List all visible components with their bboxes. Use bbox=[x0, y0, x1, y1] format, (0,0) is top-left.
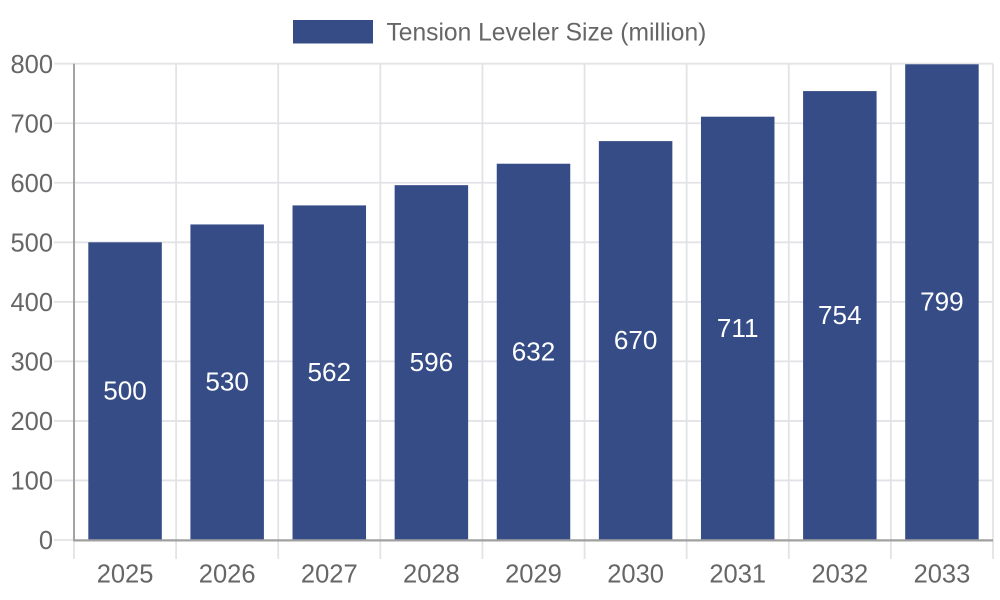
svg-text:799: 799 bbox=[920, 287, 964, 317]
svg-text:2031: 2031 bbox=[709, 560, 766, 588]
svg-text:100: 100 bbox=[10, 468, 53, 496]
svg-text:500: 500 bbox=[103, 376, 147, 406]
svg-text:530: 530 bbox=[205, 367, 249, 397]
svg-text:0: 0 bbox=[39, 527, 53, 555]
svg-text:2029: 2029 bbox=[505, 560, 562, 588]
svg-text:700: 700 bbox=[10, 110, 53, 138]
svg-text:400: 400 bbox=[10, 289, 53, 317]
svg-text:300: 300 bbox=[10, 348, 53, 376]
svg-text:754: 754 bbox=[818, 300, 862, 330]
svg-text:2030: 2030 bbox=[607, 560, 664, 588]
svg-text:2032: 2032 bbox=[811, 560, 868, 588]
svg-text:500: 500 bbox=[10, 229, 53, 257]
svg-text:800: 800 bbox=[10, 51, 53, 79]
svg-text:600: 600 bbox=[10, 170, 53, 198]
svg-text:2027: 2027 bbox=[301, 560, 358, 588]
svg-text:670: 670 bbox=[614, 325, 658, 355]
svg-text:711: 711 bbox=[717, 313, 759, 343]
svg-text:2028: 2028 bbox=[403, 560, 460, 588]
svg-text:2026: 2026 bbox=[199, 560, 256, 588]
svg-text:2025: 2025 bbox=[97, 560, 154, 588]
svg-text:596: 596 bbox=[410, 347, 454, 377]
svg-text:632: 632 bbox=[512, 336, 556, 366]
svg-text:Tension Leveler Size (million): Tension Leveler Size (million) bbox=[387, 19, 707, 46]
svg-text:562: 562 bbox=[308, 357, 352, 387]
svg-text:200: 200 bbox=[10, 408, 53, 436]
svg-text:2033: 2033 bbox=[914, 560, 971, 588]
